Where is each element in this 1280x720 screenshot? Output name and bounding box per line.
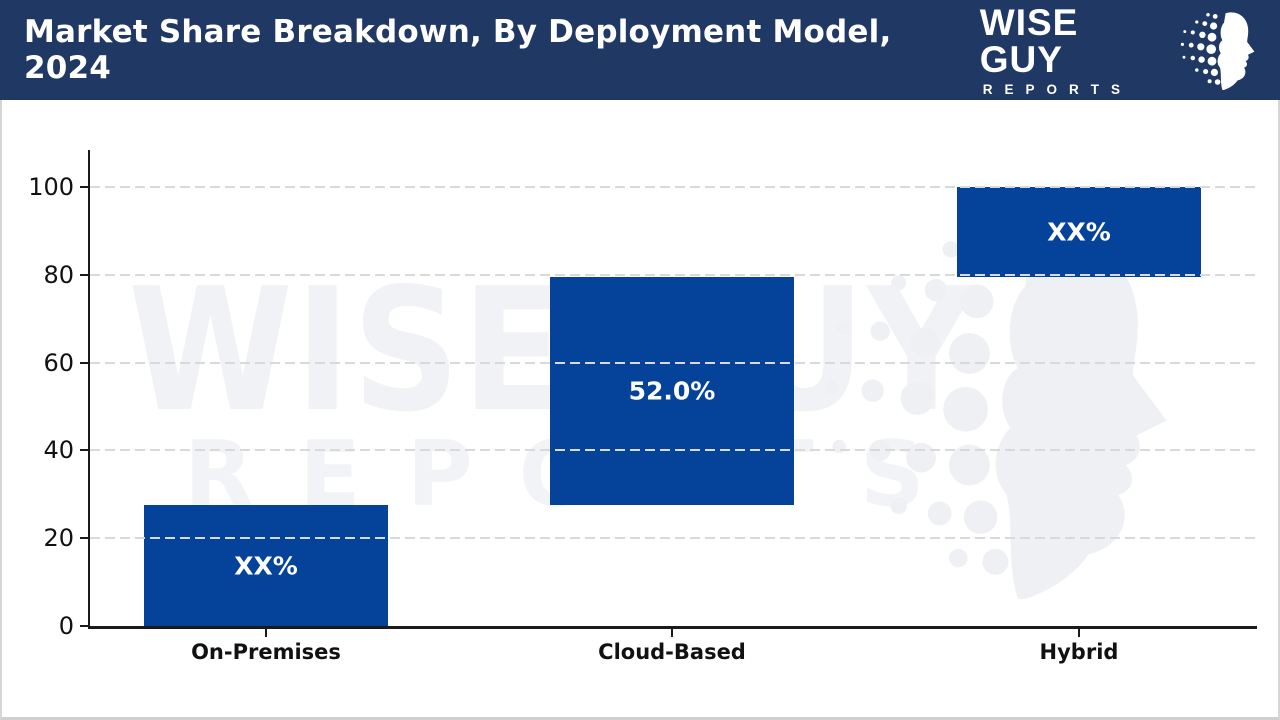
logo-line-reports: REPORTS bbox=[982, 81, 1133, 97]
y-axis-tick bbox=[80, 186, 88, 188]
gridline-20 bbox=[90, 537, 1257, 540]
bar-on-premises: XX% bbox=[144, 505, 388, 626]
x-axis-line bbox=[88, 626, 1257, 629]
y-axis-tick bbox=[80, 449, 88, 452]
logo-line-wise-guy: WISE GUY bbox=[979, 1, 1079, 80]
y-axis-tick-label: 60 bbox=[43, 348, 74, 377]
dot-face-logo-icon bbox=[1180, 12, 1255, 91]
x-axis-tick-label: Cloud-Based bbox=[598, 640, 746, 664]
bar-value-label: XX% bbox=[234, 551, 298, 581]
bar-value-label: 52.0% bbox=[628, 376, 716, 406]
plot: 0 20 40 60 80 100 XX% On-Premises 52.0% Cloud-Bas… bbox=[2, 100, 1278, 717]
gridline-60 bbox=[90, 361, 1257, 364]
y-axis-tick-label: 20 bbox=[43, 524, 74, 553]
gridline-80 bbox=[90, 273, 1257, 276]
logo-wordmark: WISE GUY REPORTS bbox=[980, 4, 1170, 97]
bar-value-label: XX% bbox=[1047, 217, 1111, 247]
y-axis-tick-label: 40 bbox=[43, 436, 74, 465]
x-axis-tick-label: Hybrid bbox=[1039, 640, 1119, 664]
x-axis-tick bbox=[265, 629, 267, 637]
x-axis-tick bbox=[671, 629, 673, 637]
y-axis-tick-label: 0 bbox=[58, 612, 74, 640]
bar-cloud-based: 52.0% bbox=[550, 276, 794, 506]
x-axis-tick bbox=[1078, 629, 1080, 637]
y-axis-tick-label: 80 bbox=[43, 260, 74, 289]
y-axis-tick bbox=[80, 273, 88, 276]
y-axis-line bbox=[88, 150, 90, 628]
header-bar: Market Share Breakdown, By Deployment Mo… bbox=[0, 0, 1280, 100]
bar-hybrid: XX% bbox=[957, 187, 1201, 277]
x-axis-tick-label: On-Premises bbox=[191, 640, 341, 664]
gridline-40 bbox=[90, 449, 1257, 452]
wiseguy-logo: WISE GUY REPORTS bbox=[980, 4, 1256, 97]
page-title: Market Share Breakdown, By Deployment Mo… bbox=[24, 14, 892, 86]
y-axis-tick bbox=[80, 625, 88, 627]
y-axis-tick-label: 100 bbox=[28, 173, 74, 201]
chart-area: WISE GUY REPORTS 020406080100XX%On-Premi… bbox=[0, 100, 1280, 720]
y-axis-tick bbox=[80, 537, 88, 540]
gridline-100 bbox=[90, 186, 1257, 188]
y-axis-tick bbox=[80, 361, 88, 364]
